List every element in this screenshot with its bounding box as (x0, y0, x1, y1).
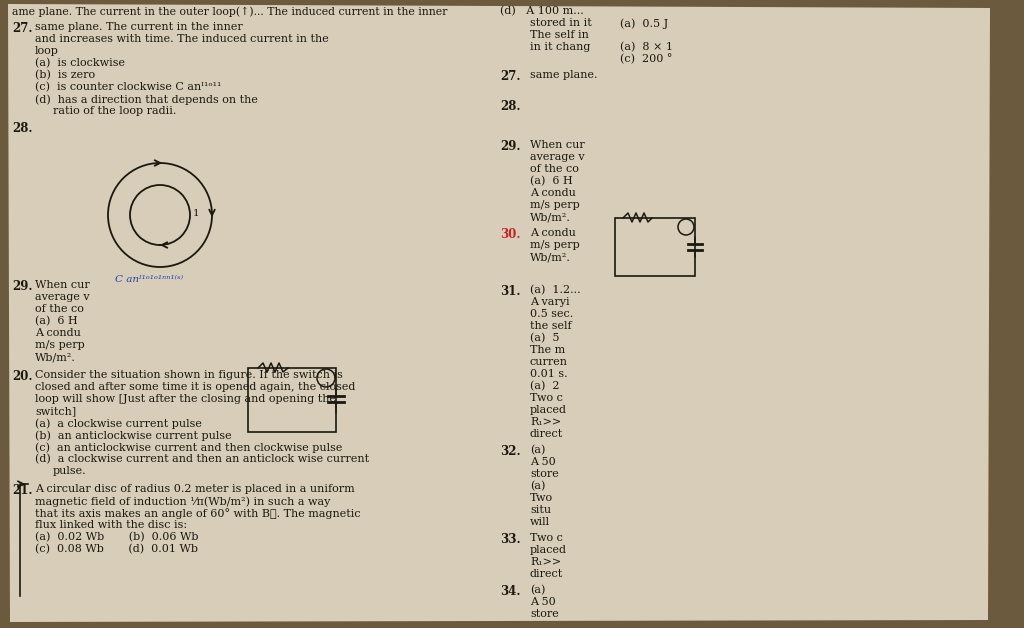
Text: m/s perp: m/s perp (530, 200, 580, 210)
Text: Wb/m².: Wb/m². (530, 212, 570, 222)
Text: When cur: When cur (530, 140, 585, 150)
Text: 1: 1 (193, 209, 200, 218)
Text: stored in it: stored in it (530, 18, 592, 28)
Text: (a)  1.2...: (a) 1.2... (530, 285, 581, 295)
Text: pulse.: pulse. (53, 466, 87, 476)
Text: (a): (a) (530, 445, 546, 455)
Text: Two c: Two c (530, 533, 563, 543)
Text: ame plane. The current in the outer loop(↑)... The induced current in the inner: ame plane. The current in the outer loop… (12, 6, 447, 16)
Text: average v: average v (530, 152, 585, 162)
Text: A 50: A 50 (530, 597, 556, 607)
Text: (a)  5: (a) 5 (530, 333, 559, 344)
Text: average v: average v (35, 292, 90, 302)
Text: m/s perp: m/s perp (35, 340, 85, 350)
Text: of the co: of the co (530, 164, 579, 174)
Bar (248, 368, 336, 432)
Text: of the co: of the co (35, 304, 84, 314)
Text: flux linked with the disc is:: flux linked with the disc is: (35, 520, 187, 530)
Text: (a)  is clockwise: (a) is clockwise (35, 58, 125, 68)
Text: closed and after some time it is opened again, the closed: closed and after some time it is opened … (35, 382, 355, 392)
Text: (a)  6 H: (a) 6 H (35, 316, 78, 327)
Text: R₁>>: R₁>> (530, 557, 561, 567)
Text: (b)  is zero: (b) is zero (35, 70, 95, 80)
Text: placed: placed (530, 545, 567, 555)
Text: (a)  a clockwise current pulse: (a) a clockwise current pulse (35, 418, 202, 428)
Text: (a)  8 × 1: (a) 8 × 1 (620, 42, 673, 52)
Text: A varyi: A varyi (530, 297, 569, 307)
Text: 28.: 28. (500, 100, 520, 113)
Text: 27.: 27. (12, 22, 33, 35)
Text: The self in: The self in (530, 30, 589, 40)
Text: Consider the situation shown in figure. If the switch is: Consider the situation shown in figure. … (35, 370, 343, 380)
Text: same plane. The current in the inner: same plane. The current in the inner (35, 22, 243, 32)
Text: A 50: A 50 (530, 457, 556, 467)
Text: Two c: Two c (530, 393, 563, 403)
Text: 0.01 s.: 0.01 s. (530, 369, 567, 379)
Text: 34.: 34. (500, 585, 520, 598)
Bar (615, 218, 695, 276)
Text: 33.: 33. (500, 533, 520, 546)
Text: 21.: 21. (12, 484, 33, 497)
Text: (d)  has a direction that depends on the: (d) has a direction that depends on the (35, 94, 258, 105)
Text: A condu: A condu (530, 188, 575, 198)
Text: 31.: 31. (500, 285, 520, 298)
Text: 32.: 32. (500, 445, 520, 458)
Text: same plane.: same plane. (530, 70, 597, 80)
Text: (c)  0.08 Wb       (d)  0.01 Wb: (c) 0.08 Wb (d) 0.01 Wb (35, 544, 198, 555)
Text: 27.: 27. (500, 70, 520, 83)
Text: The m: The m (530, 345, 565, 355)
Text: the self: the self (530, 321, 571, 331)
Text: that its axis makes an angle of 60° with B⃗. The magnetic: that its axis makes an angle of 60° with… (35, 508, 360, 519)
Text: direct: direct (530, 569, 563, 579)
Text: C anᴵ¹ᵒ¹ᵒ¹ⁿⁿ¹⁽ˢ⁾: C anᴵ¹ᵒ¹ᵒ¹ⁿⁿ¹⁽ˢ⁾ (115, 275, 183, 284)
Text: loop: loop (35, 46, 58, 56)
Polygon shape (8, 4, 990, 622)
Text: situ: situ (530, 505, 551, 515)
Text: in it chang: in it chang (530, 42, 591, 52)
Text: magnetic field of induction ¹⁄π(Wb/m²) in such a way: magnetic field of induction ¹⁄π(Wb/m²) i… (35, 496, 331, 507)
Text: will: will (530, 517, 550, 527)
Text: (a)  6 H: (a) 6 H (530, 176, 572, 187)
Text: (a): (a) (530, 585, 546, 595)
Text: A condu: A condu (530, 228, 575, 238)
Text: store: store (530, 609, 559, 619)
Text: switch]: switch] (35, 406, 76, 416)
Text: When cur: When cur (35, 280, 90, 290)
Text: store: store (530, 469, 559, 479)
Text: (a)  0.02 Wb       (b)  0.06 Wb: (a) 0.02 Wb (b) 0.06 Wb (35, 532, 199, 543)
Text: 0.5 sec.: 0.5 sec. (530, 309, 573, 319)
Text: 29.: 29. (12, 280, 33, 293)
Text: (d)  a clockwise current and then an anticlock wise current: (d) a clockwise current and then an anti… (35, 454, 369, 464)
Text: 28.: 28. (12, 122, 33, 135)
Text: 30.: 30. (500, 228, 520, 241)
Text: ratio of the loop radii.: ratio of the loop radii. (53, 106, 176, 116)
Text: (c)  an anticlockwise current and then clockwise pulse: (c) an anticlockwise current and then cl… (35, 442, 342, 453)
Text: 20.: 20. (12, 370, 33, 383)
Text: Two: Two (530, 493, 553, 503)
Text: (c)  is counter clockwise C anᴵ¹ᵒ¹¹: (c) is counter clockwise C anᴵ¹ᵒ¹¹ (35, 82, 221, 92)
Text: placed: placed (530, 405, 567, 415)
Text: m/s perp: m/s perp (530, 240, 580, 250)
Text: 29.: 29. (500, 140, 520, 153)
Text: Wb/m².: Wb/m². (35, 352, 76, 362)
Text: (b)  an anticlockwise current pulse: (b) an anticlockwise current pulse (35, 430, 231, 441)
Text: direct: direct (530, 429, 563, 439)
Text: Wb/m².: Wb/m². (530, 252, 570, 262)
Text: A circular disc of radius 0.2 meter is placed in a uniform: A circular disc of radius 0.2 meter is p… (35, 484, 354, 494)
Text: R₁>>: R₁>> (530, 417, 561, 427)
Text: A condu: A condu (35, 328, 81, 338)
Text: loop will show [Just after the closing and opening the: loop will show [Just after the closing a… (35, 394, 336, 404)
Text: (a)  2: (a) 2 (530, 381, 559, 391)
Text: (d)   A 100 m...: (d) A 100 m... (500, 6, 584, 16)
Text: (c)  200 °: (c) 200 ° (620, 54, 673, 65)
Text: curren: curren (530, 357, 568, 367)
Text: and increases with time. The induced current in the: and increases with time. The induced cur… (35, 34, 329, 44)
Text: (a): (a) (530, 481, 546, 491)
Text: (a)  0.5 J: (a) 0.5 J (620, 18, 669, 28)
